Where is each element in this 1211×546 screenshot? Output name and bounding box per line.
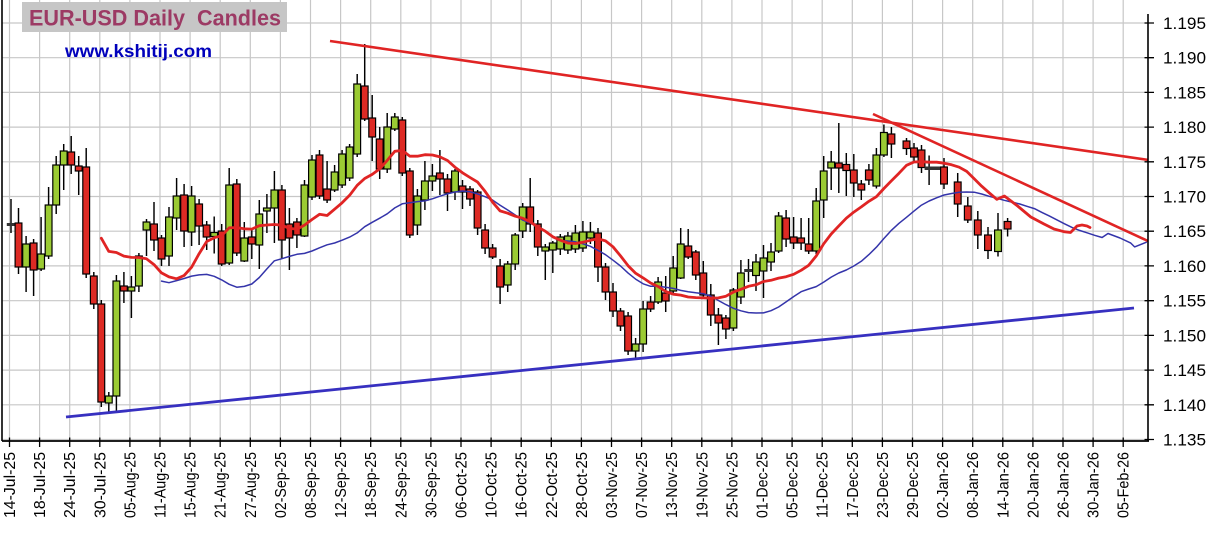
svg-text:1.150: 1.150	[1163, 326, 1206, 345]
svg-text:16-Oct-25: 16-Oct-25	[514, 452, 531, 518]
svg-text:14-Jan-26: 14-Jan-26	[995, 452, 1012, 518]
svg-text:05-Aug-25: 05-Aug-25	[122, 452, 139, 518]
svg-text:1.160: 1.160	[1163, 257, 1206, 276]
svg-text:15-Aug-25: 15-Aug-25	[183, 452, 200, 518]
svg-text:05-Feb-26: 05-Feb-26	[1116, 452, 1133, 518]
svg-text:www.kshitij.com: www.kshitij.com	[64, 41, 212, 61]
svg-text:18-Jul-25: 18-Jul-25	[32, 452, 49, 518]
svg-text:30-Jan-26: 30-Jan-26	[1086, 452, 1103, 518]
svg-text:1.155: 1.155	[1163, 292, 1206, 311]
svg-text:29-Dec-25: 29-Dec-25	[905, 452, 922, 518]
svg-text:01-Dec-25: 01-Dec-25	[755, 452, 772, 518]
svg-text:20-Jan-26: 20-Jan-26	[1025, 452, 1042, 518]
svg-text:1.165: 1.165	[1163, 222, 1206, 241]
svg-text:1.185: 1.185	[1163, 83, 1206, 102]
svg-text:10-Oct-25: 10-Oct-25	[484, 452, 501, 518]
svg-text:17-Dec-25: 17-Dec-25	[845, 452, 862, 518]
svg-text:1.195: 1.195	[1163, 14, 1206, 33]
svg-text:26-Jan-26: 26-Jan-26	[1056, 452, 1073, 518]
svg-text:EUR-USD Daily Candles: EUR-USD Daily Candles	[29, 6, 281, 31]
svg-text:21-Aug-25: 21-Aug-25	[213, 452, 230, 518]
svg-text:25-Nov-25: 25-Nov-25	[724, 452, 741, 518]
svg-text:07-Nov-25: 07-Nov-25	[634, 452, 651, 518]
svg-text:11-Aug-25: 11-Aug-25	[153, 452, 170, 518]
svg-text:1.140: 1.140	[1163, 396, 1206, 415]
svg-text:22-Oct-25: 22-Oct-25	[544, 452, 561, 518]
svg-text:1.135: 1.135	[1163, 431, 1206, 450]
svg-text:06-Oct-25: 06-Oct-25	[454, 452, 471, 518]
svg-text:08-Sep-25: 08-Sep-25	[303, 452, 320, 518]
svg-text:1.145: 1.145	[1163, 361, 1206, 380]
svg-text:08-Jan-26: 08-Jan-26	[965, 452, 982, 518]
svg-text:11-Dec-25: 11-Dec-25	[815, 452, 832, 518]
svg-text:30-Jul-25: 30-Jul-25	[92, 452, 109, 518]
svg-text:02-Jan-26: 02-Jan-26	[935, 452, 952, 518]
svg-text:1.180: 1.180	[1163, 118, 1206, 137]
svg-text:1.190: 1.190	[1163, 49, 1206, 68]
svg-text:28-Oct-25: 28-Oct-25	[574, 452, 591, 518]
svg-text:19-Nov-25: 19-Nov-25	[694, 452, 711, 518]
svg-text:14-Jul-25: 14-Jul-25	[2, 452, 19, 518]
svg-text:1.170: 1.170	[1163, 188, 1206, 207]
svg-text:02-Sep-25: 02-Sep-25	[273, 452, 290, 518]
svg-text:24-Jul-25: 24-Jul-25	[62, 452, 79, 518]
svg-text:30-Sep-25: 30-Sep-25	[423, 452, 440, 518]
svg-text:03-Nov-25: 03-Nov-25	[604, 452, 621, 518]
svg-text:12-Sep-25: 12-Sep-25	[333, 452, 350, 518]
svg-text:1.175: 1.175	[1163, 153, 1206, 172]
svg-text:13-Nov-25: 13-Nov-25	[664, 452, 681, 518]
svg-text:23-Dec-25: 23-Dec-25	[875, 452, 892, 518]
svg-text:27-Aug-25: 27-Aug-25	[243, 452, 260, 518]
svg-text:05-Dec-25: 05-Dec-25	[785, 452, 802, 518]
svg-text:18-Sep-25: 18-Sep-25	[363, 452, 380, 518]
svg-text:24-Sep-25: 24-Sep-25	[393, 452, 410, 518]
